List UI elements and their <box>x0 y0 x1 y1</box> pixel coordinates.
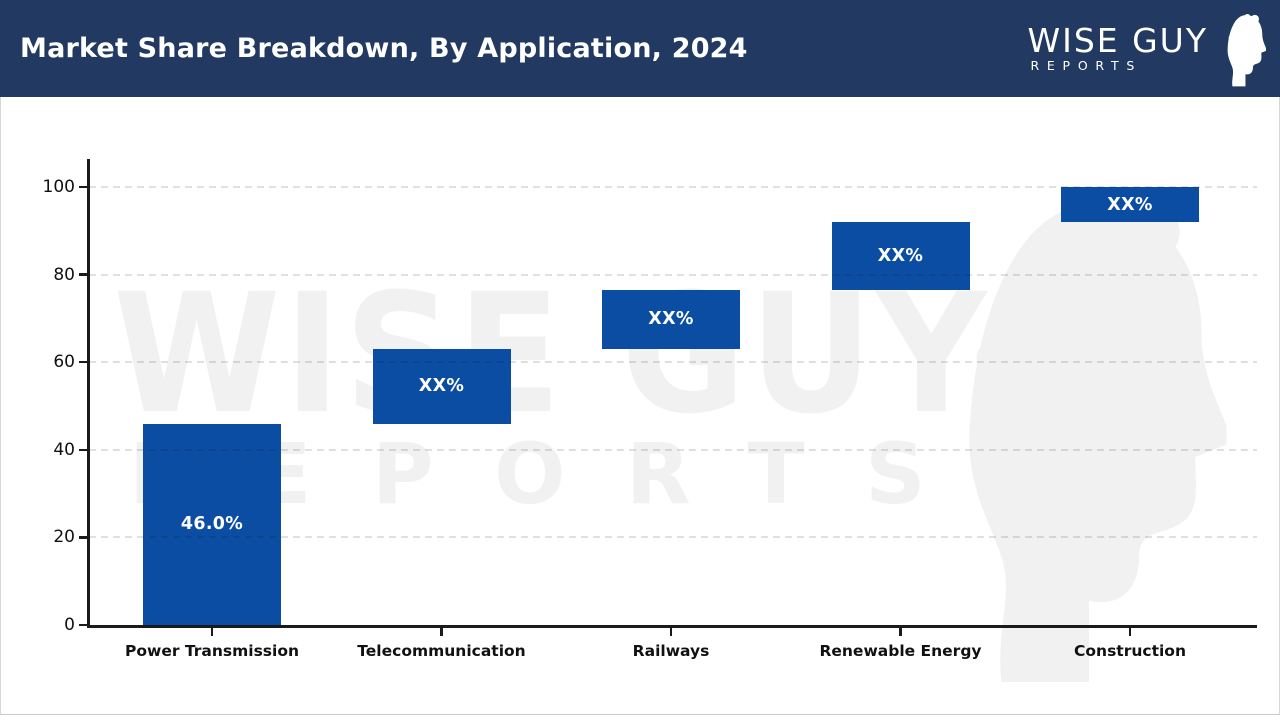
gridline-20 <box>89 536 1257 539</box>
x-tick-construction <box>1128 628 1132 636</box>
bar-value-label: XX% <box>877 245 924 266</box>
logo-wordmark: WISE GUY <box>1027 21 1208 61</box>
header-bar: Market Share Breakdown, By Application, … <box>0 0 1280 97</box>
x-axis-line <box>87 625 1257 628</box>
gridline-80 <box>89 273 1257 276</box>
x-tick-railways <box>669 628 673 636</box>
y-tick-label-80: 80 <box>53 264 75 285</box>
y-tick-60 <box>79 360 87 364</box>
x-tick-label-railways: Railways <box>632 642 710 660</box>
watermark-text-1: WISE GUY <box>113 258 991 450</box>
x-tick-label-renewable-energy: Renewable Energy <box>819 642 982 660</box>
x-tick-renewable-energy <box>899 628 902 636</box>
wise-guy-reports-logo: WISE GUY REPORTS <box>1027 10 1266 88</box>
x-tick-telecommunication <box>440 628 443 636</box>
gridline-40 <box>89 448 1257 451</box>
chart-canvas: WISE GUY REPORTS 0 20 40 60 80 100 46.0% XX% XX%… <box>0 97 1280 715</box>
bar-railways: XX% <box>602 289 740 350</box>
bar-value-label: 46.0% <box>180 514 244 535</box>
bar-value-label: XX% <box>648 309 694 330</box>
y-tick-label-0: 0 <box>64 615 75 635</box>
y-axis-line <box>87 159 90 628</box>
y-tick-20 <box>79 536 87 539</box>
x-tick-label-power-transmission: Power Transmission <box>124 642 300 660</box>
logo-subtitle: REPORTS <box>1030 58 1143 74</box>
gridline-60 <box>89 361 1257 364</box>
y-tick-0 <box>79 623 87 627</box>
y-tick-80 <box>79 273 87 276</box>
wise-guy-head-icon <box>1227 13 1266 86</box>
x-tick-power-transmission <box>210 628 214 636</box>
bar-power-transmission: 46.0% <box>143 423 281 625</box>
bar-value-label: XX% <box>418 376 465 397</box>
y-tick-100 <box>79 185 87 189</box>
x-tick-label-construction: Construction <box>1074 642 1186 660</box>
bar-renewable-energy: XX% <box>831 222 970 290</box>
watermark-head-icon <box>969 197 1227 682</box>
y-tick-label-60: 60 <box>53 352 75 373</box>
y-tick-label-40: 40 <box>53 439 75 460</box>
x-tick-label-telecommunication: Telecommunication <box>357 642 526 660</box>
bar-value-label: XX% <box>1107 194 1153 215</box>
y-tick-label-100: 100 <box>42 177 75 197</box>
gridline-100 <box>89 186 1257 188</box>
page-title: Market Share Breakdown, By Application, … <box>20 33 748 64</box>
y-tick-40 <box>79 448 87 452</box>
bar-telecommunication: XX% <box>372 349 511 424</box>
y-tick-label-20: 20 <box>53 527 75 548</box>
logo-text: WISE GUY REPORTS <box>1027 24 1208 73</box>
bar-construction: XX% <box>1061 187 1199 223</box>
